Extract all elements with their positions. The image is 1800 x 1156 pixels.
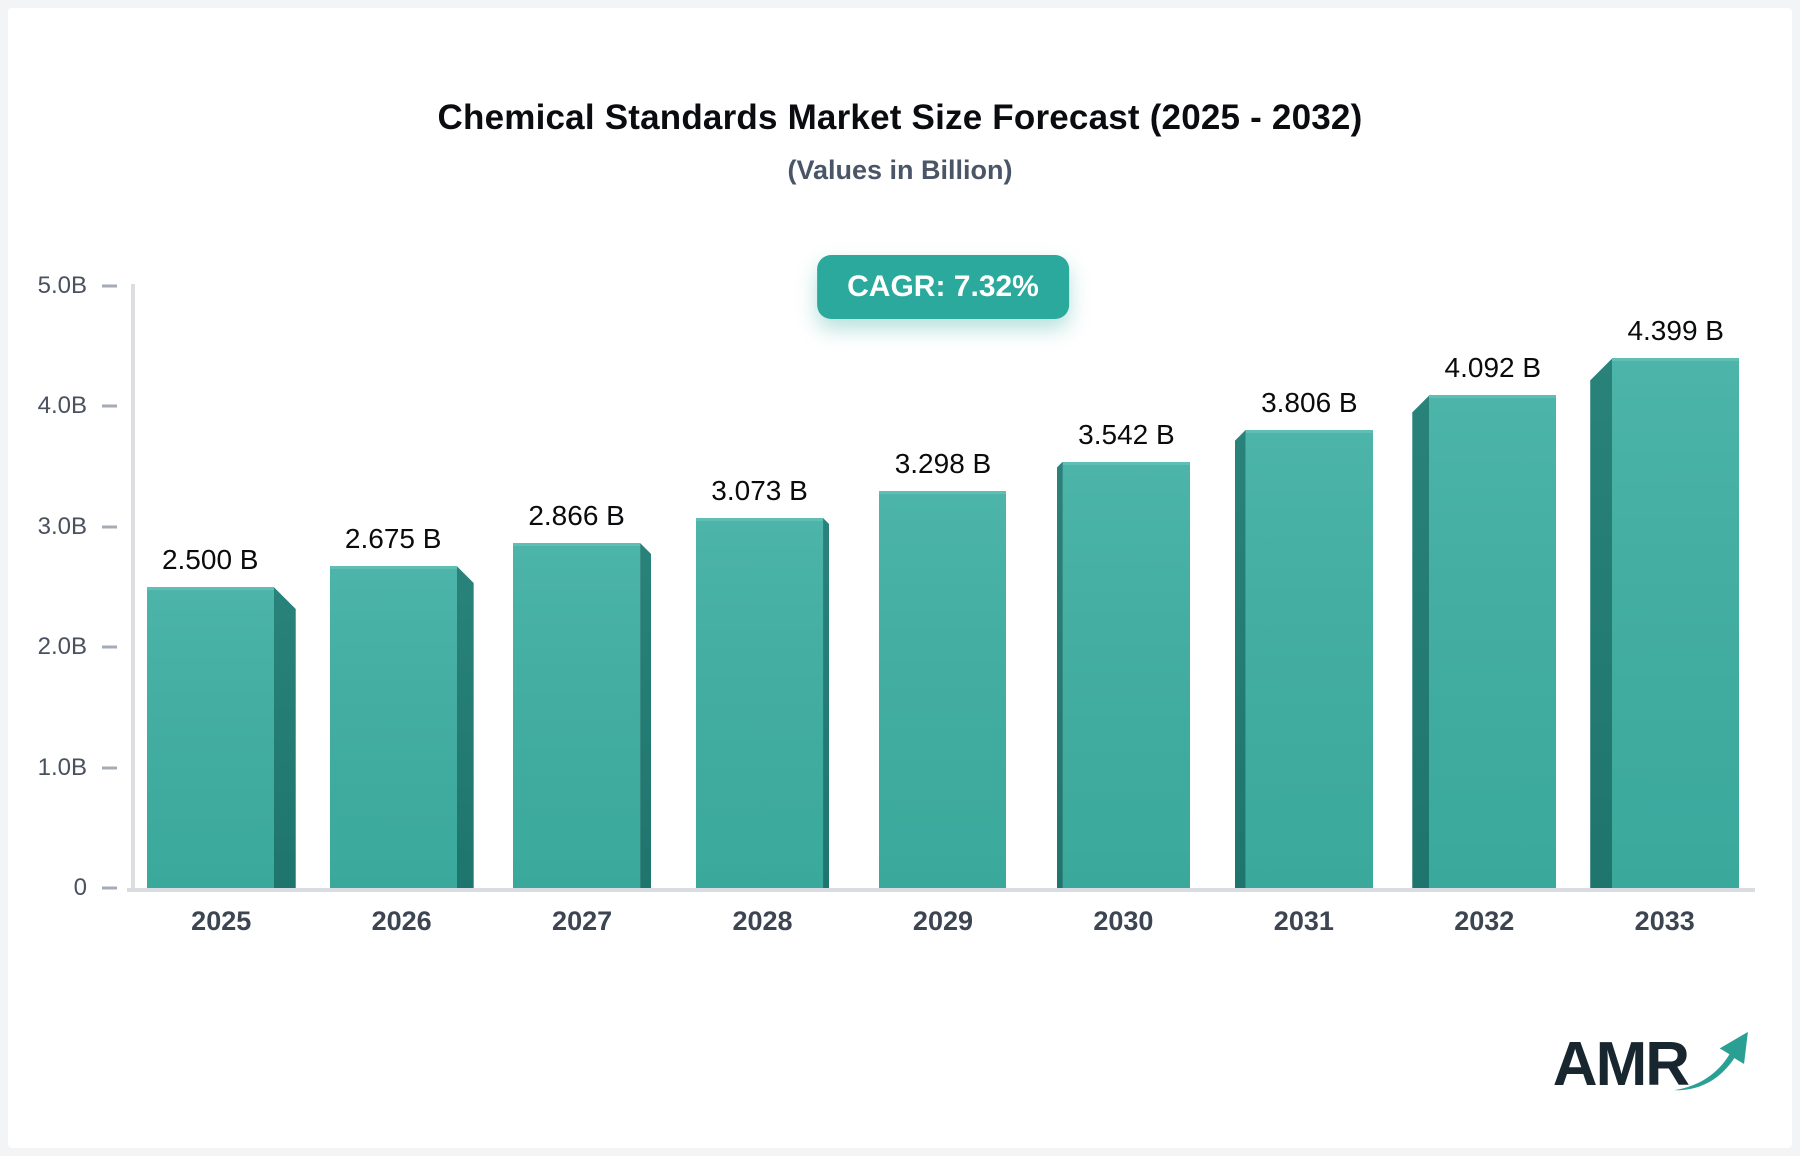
y-tick — [102, 404, 117, 408]
bar-2028: 3.073 B — [696, 475, 830, 888]
bar-face — [1429, 395, 1557, 888]
y-axis-label: 0 — [73, 874, 87, 901]
bar-slot-2025: 2.500 B — [131, 286, 311, 888]
bar-slot-2027: 2.866 B — [492, 286, 672, 888]
chart-title: Chemical Standards Market Size Forecast … — [437, 98, 1363, 137]
bar-slot-2026: 2.675 B — [311, 286, 491, 888]
bar-value-label: 2.675 B — [344, 522, 442, 554]
bar-2032: 4.092 B — [1412, 352, 1557, 888]
bar-face — [1062, 461, 1190, 888]
y-axis-label: 3.0B — [37, 512, 87, 540]
x-axis-label-2033: 2033 — [1634, 906, 1695, 936]
bar-face — [146, 587, 274, 888]
x-axis-line — [127, 888, 1755, 892]
amr-logo-text: AMR — [1552, 1030, 1690, 1099]
bar-face — [879, 490, 1007, 888]
bar-slot-2029: 3.298 B — [853, 286, 1033, 888]
x-axis-label-2030: 2030 — [1093, 906, 1154, 936]
bar-face — [513, 542, 641, 888]
bars-container: 2.500 B 2.675 B 2.866 B 3.073 B 3.298 B 3.542… — [131, 286, 1755, 888]
chart-card: Chemical Standards Market Size Forecast … — [8, 8, 1792, 1148]
growth-arrow-icon — [1674, 1031, 1748, 1090]
bar-side-shade — [823, 518, 830, 888]
bar-2025: 2.500 B — [146, 544, 296, 888]
y-tick — [102, 525, 117, 529]
bar-side-shade — [640, 542, 652, 888]
bar-2030: 3.542 B — [1056, 419, 1190, 888]
y-tick — [102, 766, 117, 770]
x-axis-label-2027: 2027 — [552, 906, 613, 936]
bar-2029: 3.298 B — [879, 448, 1007, 888]
y-axis-label: 1.0B — [37, 753, 87, 781]
bar-value-label: 2.500 B — [161, 544, 259, 575]
bar-side-shade — [273, 587, 296, 888]
y-axis-label: 4.0B — [37, 392, 87, 420]
bar-side-shade — [1412, 395, 1430, 888]
x-axis-label-2028: 2028 — [732, 906, 793, 936]
x-axis-label-2032: 2032 — [1454, 906, 1515, 936]
bar-value-label: 3.806 B — [1261, 386, 1358, 418]
x-axis-label-2031: 2031 — [1273, 906, 1334, 936]
bar-value-label: 4.399 B — [1627, 315, 1724, 347]
bar-2027: 2.866 B — [513, 500, 652, 888]
bar-face — [1612, 358, 1740, 888]
bar-slot-2031: 3.806 B — [1214, 286, 1394, 888]
bar-2031: 3.806 B — [1234, 387, 1373, 888]
bar-side-shade — [1590, 358, 1613, 888]
x-axis-label-2029: 2029 — [912, 906, 973, 936]
bar-2033: 4.399 B — [1590, 315, 1740, 888]
bar-value-label: 4.092 B — [1444, 352, 1542, 384]
bar-value-label: 3.073 B — [711, 475, 808, 507]
bar-value-label: 3.298 B — [894, 447, 992, 479]
x-axis-label-2025: 2025 — [191, 906, 252, 936]
bar-slot-2032: 4.092 B — [1394, 286, 1574, 888]
bar-value-label: 3.542 B — [1078, 418, 1175, 450]
bar-side-shade — [1056, 461, 1063, 888]
bar-side-shade — [456, 565, 474, 888]
bar-face — [1245, 429, 1373, 888]
y-tick — [102, 886, 117, 890]
chart-subtitle: (Values in Billion) — [787, 155, 1013, 185]
y-axis-line — [131, 284, 135, 888]
cagr-badge: CAGR: 7.32% — [817, 255, 1069, 319]
bar-value-label: 2.866 B — [528, 499, 625, 531]
y-tick — [102, 284, 117, 288]
bar-slot-2030: 3.542 B — [1033, 286, 1213, 888]
bar-slot-2033: 4.399 B — [1575, 286, 1755, 888]
bar-face — [696, 518, 824, 888]
y-axis-label: 2.0B — [37, 633, 87, 661]
y-tick — [102, 645, 117, 649]
x-axis-labels: 2025 2026 2027 2028 2029 2030 2031 2032 2033 — [131, 906, 1755, 946]
bar-2026: 2.675 B — [329, 523, 474, 888]
x-axis-label-2026: 2026 — [371, 906, 432, 936]
y-axis-label: 5.0B — [37, 272, 87, 299]
bar-side-shade — [1234, 429, 1246, 888]
bar-slot-2028: 3.073 B — [672, 286, 852, 888]
plot-area: 2.500 B 2.675 B 2.866 B 3.073 B 3.298 B 3.542… — [38, 272, 1755, 901]
amr-logo: AMR — [1553, 1029, 1750, 1100]
bar-face — [329, 565, 457, 888]
